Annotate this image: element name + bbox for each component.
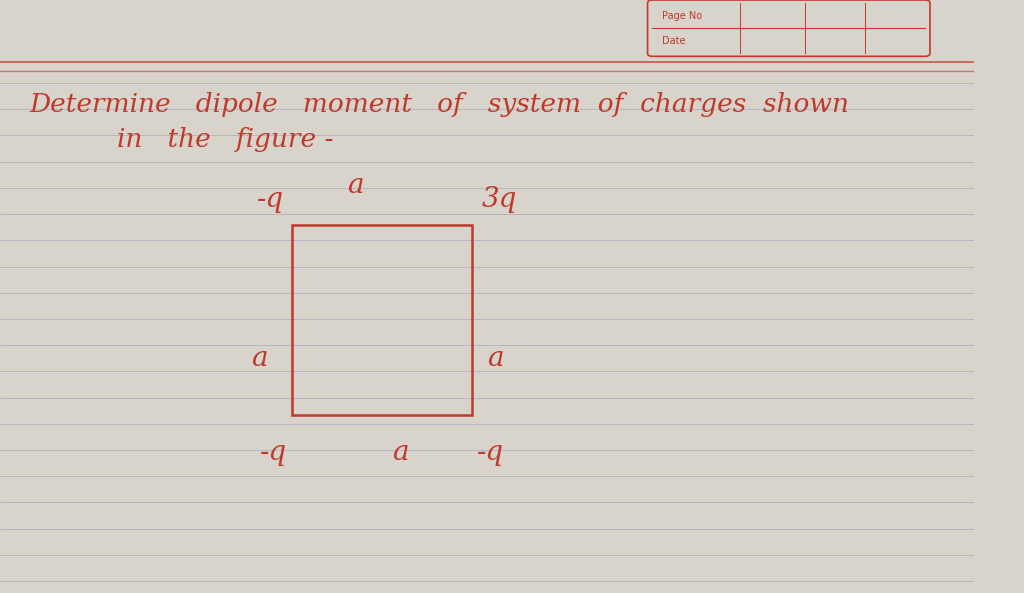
Text: in   the   figure -: in the figure -: [117, 127, 333, 152]
Text: Page No: Page No: [663, 11, 702, 21]
Text: -q: -q: [257, 186, 285, 213]
Text: a: a: [251, 345, 268, 372]
Text: a: a: [486, 345, 504, 372]
Text: Date: Date: [663, 36, 686, 46]
Text: a: a: [347, 171, 364, 199]
Text: Determine   dipole   moment   of   system  of  charges  shown: Determine dipole moment of system of cha…: [30, 92, 849, 117]
Text: 3q: 3q: [482, 186, 517, 213]
Text: -q: -q: [260, 439, 288, 466]
Text: -q: -q: [477, 439, 504, 466]
Text: a: a: [392, 439, 409, 466]
Bar: [292, 225, 472, 415]
